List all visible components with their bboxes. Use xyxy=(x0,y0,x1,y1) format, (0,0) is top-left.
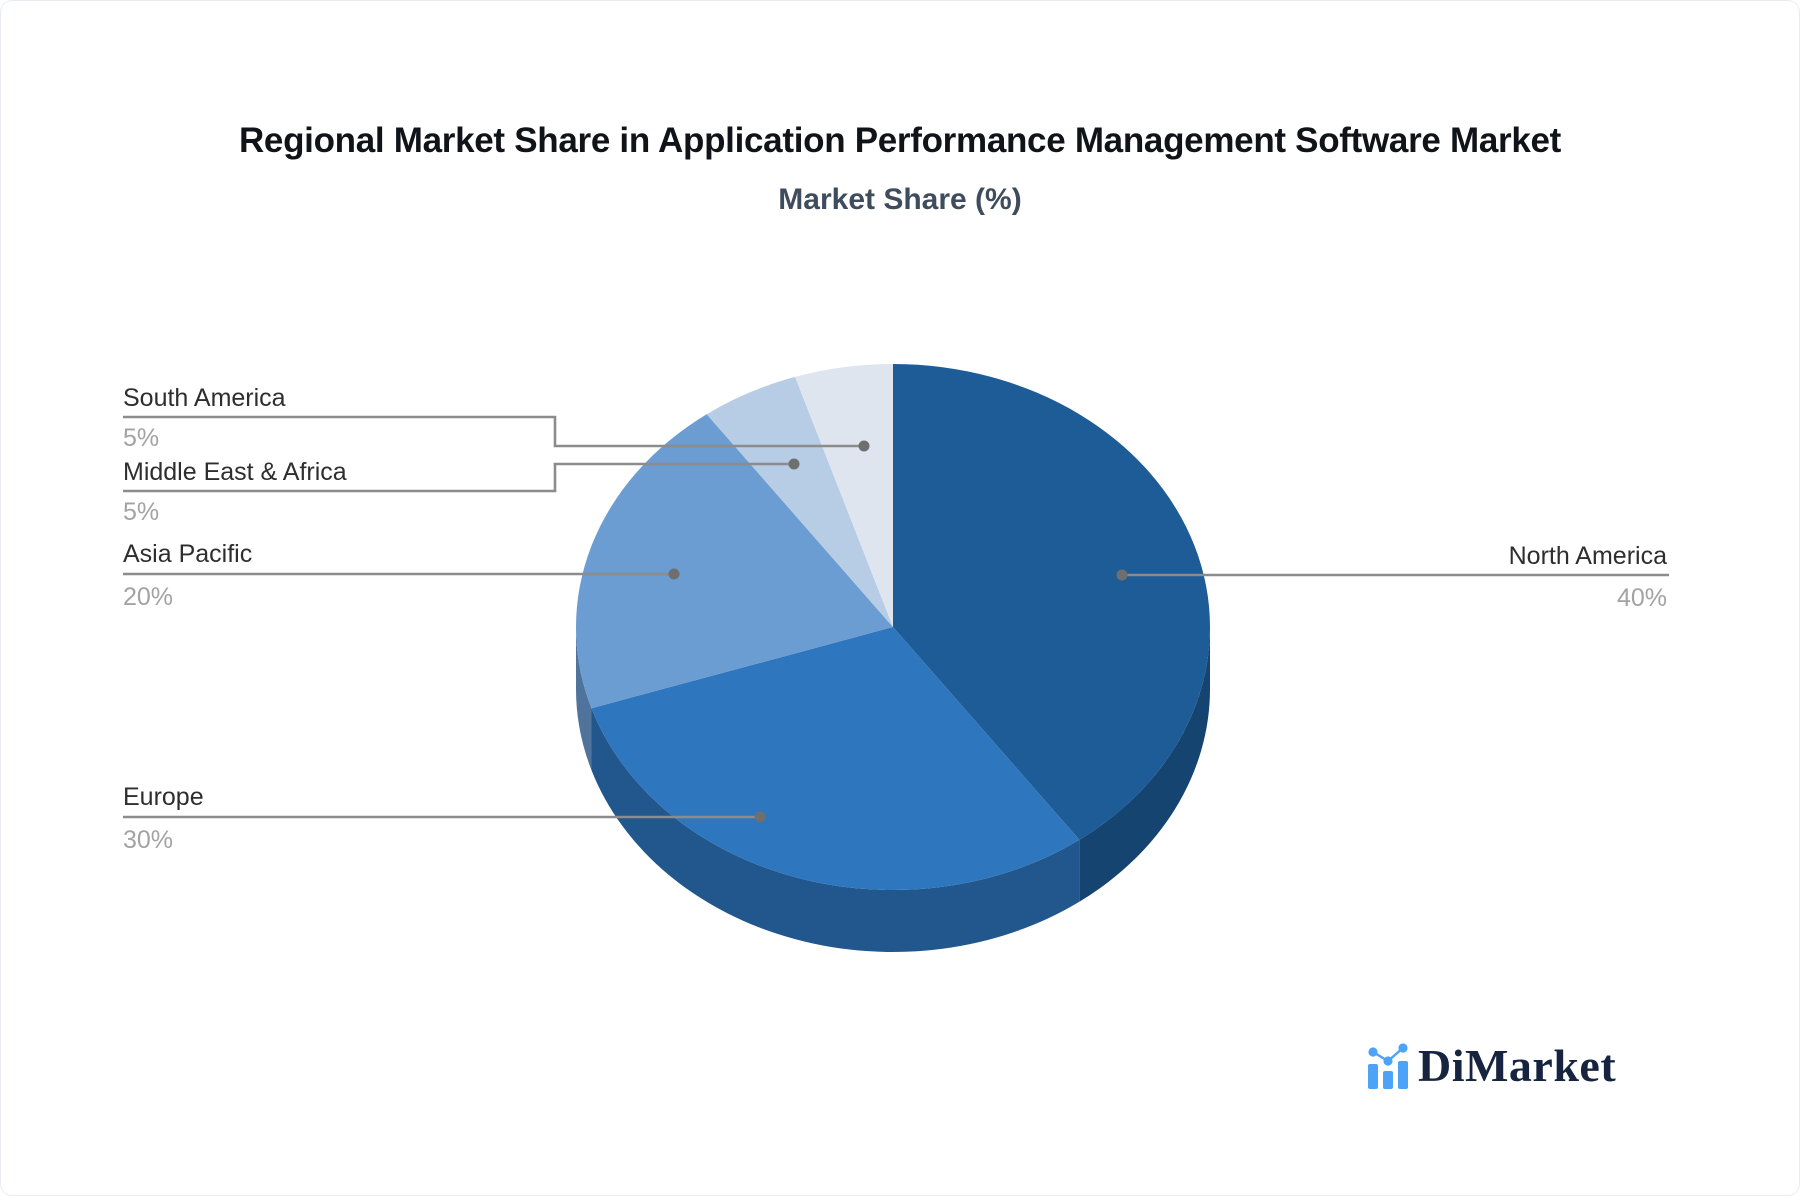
callout-asia-pacific: Asia Pacific 20% xyxy=(123,540,253,611)
callout-value: 5% xyxy=(123,498,160,526)
callout-label: South America xyxy=(123,384,286,412)
callout-value: 20% xyxy=(123,583,174,611)
leader-dot-asia-pacific xyxy=(668,568,680,580)
leader-dot-north-america xyxy=(1116,569,1128,581)
logo: DiMarket xyxy=(1364,1039,1644,1099)
leader-line-middle-east-africa xyxy=(123,462,794,493)
pie-slice-north-america xyxy=(893,364,1210,840)
pie-slice-middle-east-africa xyxy=(706,376,893,627)
leader-line-south-america xyxy=(123,415,864,448)
callout-south-america: South America 5% xyxy=(123,384,286,452)
pie-slice-asia-pacific xyxy=(576,414,893,709)
pie-slice-side-asia-pacific xyxy=(576,627,592,771)
callout-value: 40% xyxy=(1616,584,1667,612)
callout-label: Middle East & Africa xyxy=(123,458,347,486)
pie-slice-side-north-america xyxy=(1079,627,1210,902)
callout-europe: Europe 30% xyxy=(123,783,204,854)
callout-north-america: North America 40% xyxy=(1508,542,1667,612)
callout-label: Asia Pacific xyxy=(123,540,253,568)
callout-middle-east-africa: Middle East & Africa 5% xyxy=(123,458,347,526)
logo-text: DiMarket xyxy=(1418,1040,1617,1091)
callout-value: 30% xyxy=(123,826,174,854)
leader-dot-south-america xyxy=(858,440,870,452)
pie-slice-side-europe xyxy=(591,708,1080,952)
bar-chart-trend-icon xyxy=(1368,1043,1408,1089)
callout-label: North America xyxy=(1508,542,1667,570)
callout-value: 5% xyxy=(123,424,160,452)
pie-slice-south-america xyxy=(795,364,893,627)
leader-dot-europe xyxy=(754,811,766,823)
chart-subtitle: Market Share (%) xyxy=(778,183,1022,216)
pie-slice-europe xyxy=(591,627,1080,890)
callout-label: Europe xyxy=(123,783,204,811)
leader-dot-middle-east-africa xyxy=(788,458,800,470)
chart-title: Regional Market Share in Application Per… xyxy=(238,121,1562,160)
